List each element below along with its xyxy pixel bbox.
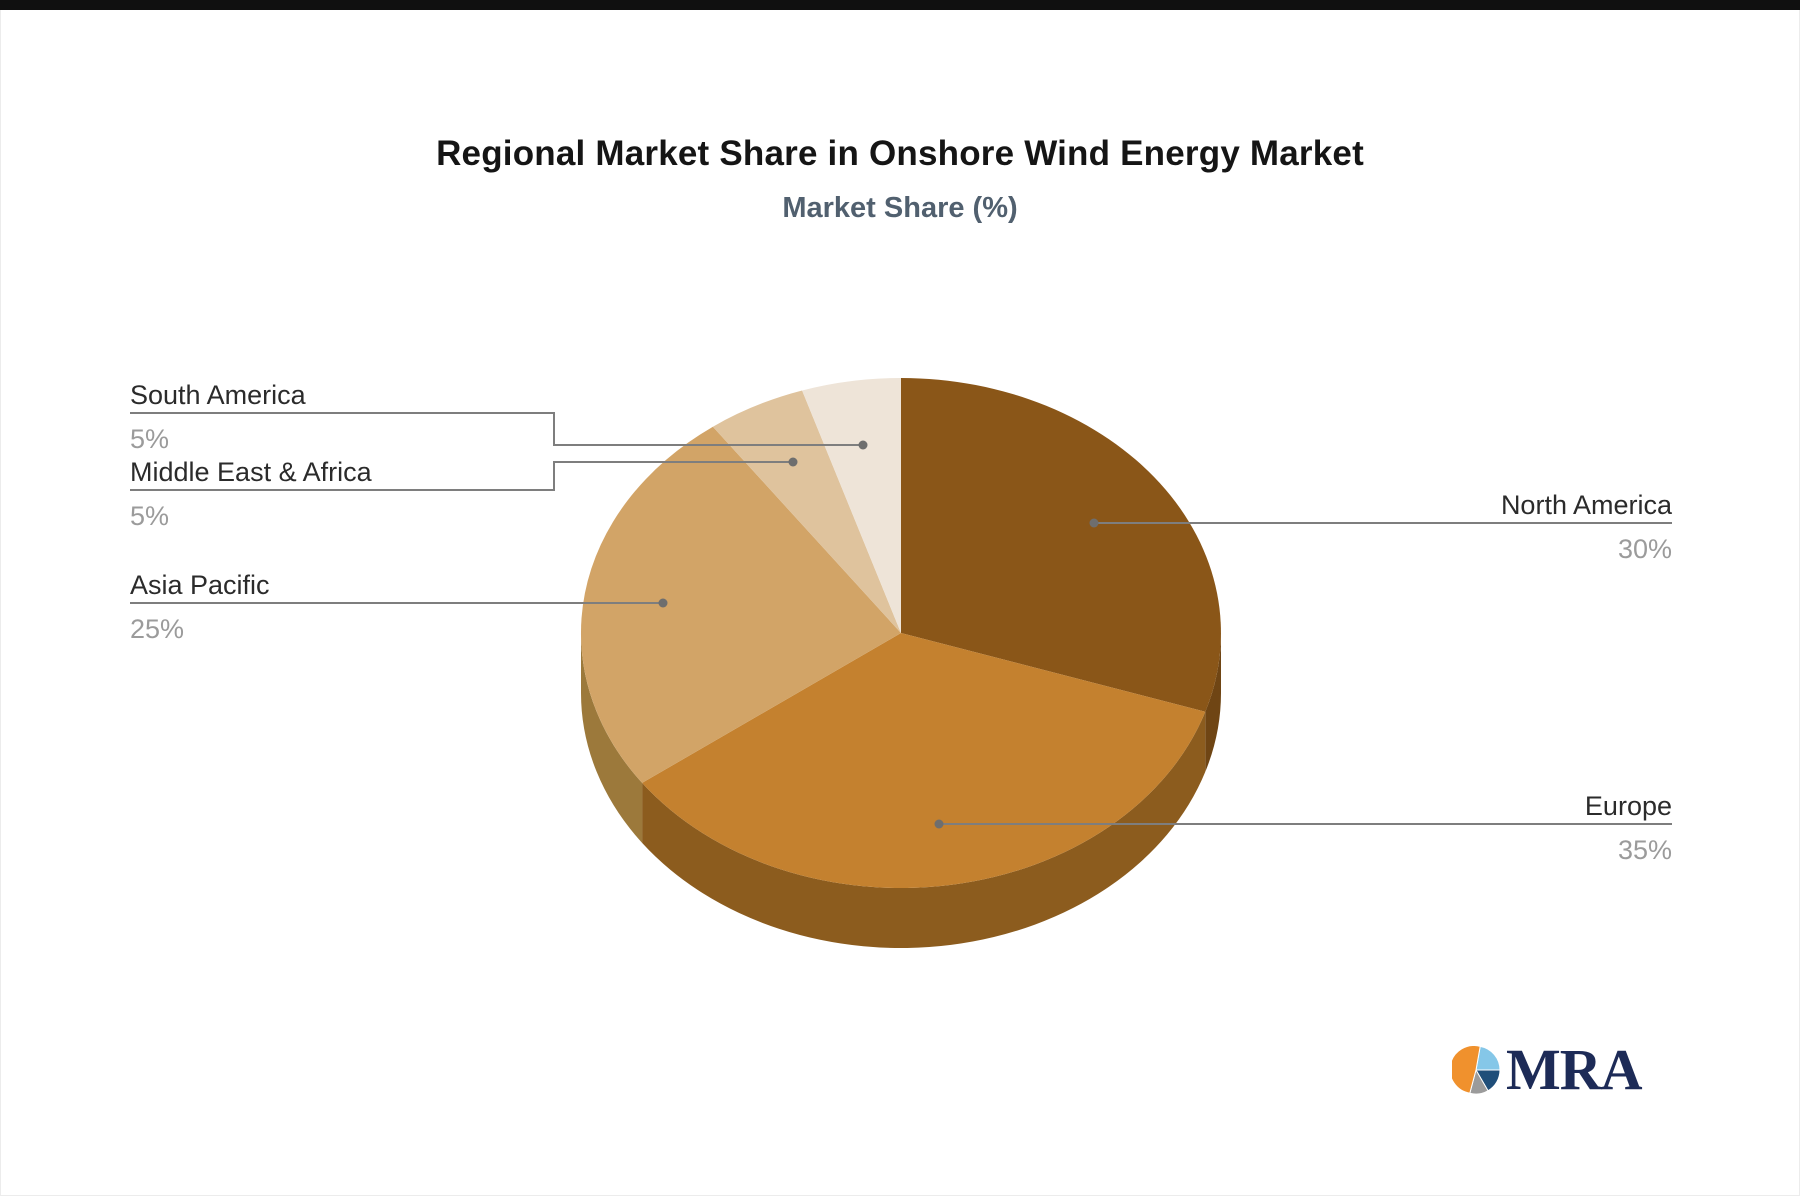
top-border-bar — [0, 0, 1800, 10]
pie-slice-south-america[interactable] — [802, 378, 901, 633]
leader-line-south-america — [130, 412, 863, 446]
leader-line-middle-east-africa — [130, 461, 793, 491]
pie-slice-north-america[interactable] — [901, 378, 1221, 712]
leader-dots — [658, 440, 1099, 829]
slice-label-north-america: North America — [1500, 490, 1672, 520]
slice-pct-asia-pacific: 25% — [130, 614, 185, 644]
slice-label-asia-pacific: Asia Pacific — [130, 570, 270, 600]
slice-label-europe: Europe — [1584, 791, 1672, 821]
leader-dot-middle-east-africa — [788, 457, 798, 467]
leader-dot-asia-pacific — [658, 598, 668, 608]
logo-wedge-orange — [1452, 1046, 1481, 1094]
brand-logo-pie-icon — [1452, 1046, 1500, 1094]
slice-pct-north-america: 30% — [1617, 534, 1672, 564]
slice-label-south-america: South America — [130, 380, 306, 410]
slice-label-middle-east-africa: Middle East & Africa — [130, 457, 372, 487]
pie-slice-side-north-america[interactable] — [1205, 633, 1221, 772]
pie-slice-side-asia-pacific[interactable] — [581, 633, 643, 843]
slice-pct-south-america: 5% — [130, 424, 170, 454]
leader-dot-europe — [934, 819, 944, 829]
brand-logo: MRA — [1452, 1037, 1643, 1102]
brand-logo-text: MRA — [1506, 1037, 1643, 1102]
leader-dot-north-america — [1089, 518, 1099, 528]
chart-subtitle: Market Share (%) — [782, 192, 1018, 224]
leader-dot-south-america — [858, 440, 868, 450]
pie-slice-side-europe[interactable] — [642, 711, 1206, 948]
pie-slice-middle-east-africa[interactable] — [712, 390, 901, 634]
slice-pct-europe: 35% — [1617, 835, 1672, 865]
pie-slice-asia-pacific[interactable] — [580, 426, 901, 783]
leader-lines — [130, 412, 1672, 825]
pie-slices — [580, 378, 1221, 888]
logo-wedge-lightblue — [1475, 1046, 1500, 1071]
chart-title: Regional Market Share in Onshore Wind En… — [436, 134, 1364, 173]
pie-3d-rims — [581, 633, 1221, 948]
slice-pct-middle-east-africa: 5% — [130, 501, 170, 531]
